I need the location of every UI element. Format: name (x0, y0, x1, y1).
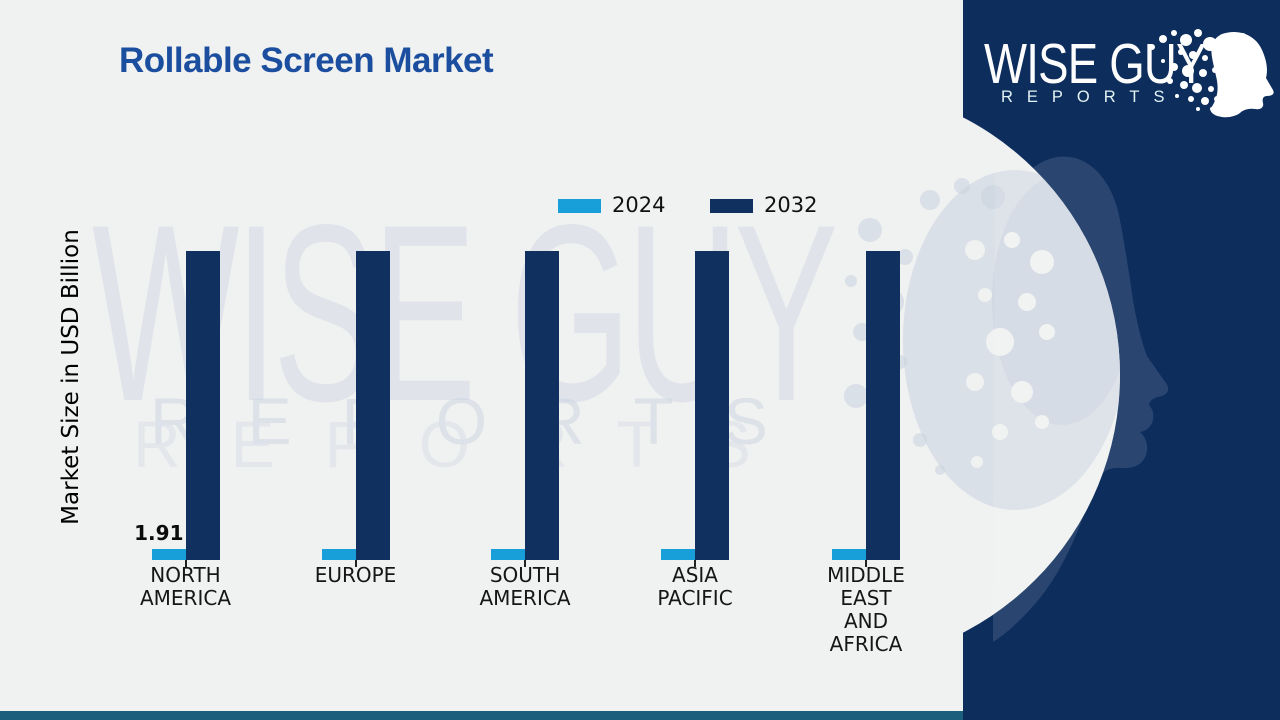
watermark-reports-back: REPORTS (150, 384, 818, 458)
bar-2032-south-america (525, 251, 559, 560)
watermark-reports-front: REPORTS (133, 407, 801, 481)
x-axis-tick-middle-east-and-africa (865, 560, 867, 567)
x-axis-tick-north-america (184, 560, 187, 567)
x-axis-tick-south-america (524, 560, 526, 567)
legend-swatch-2032 (710, 199, 753, 213)
legend-swatch-2024 (558, 199, 601, 213)
logo-subtitle: REPORTS (1001, 88, 1179, 106)
bottom-accent-bar (0, 711, 1280, 720)
bar-2024-europe (321, 549, 356, 560)
bar-2032-middle-east-and-africa (866, 251, 900, 560)
x-axis-label-europe: EUROPE (314, 563, 397, 587)
x-axis-label-south-america: SOUTH AMERICA (479, 563, 571, 610)
x-axis-label-asia-pacific: ASIA PACIFIC (657, 563, 733, 610)
bar-2024-south-america (491, 549, 525, 560)
y-axis-label: Market Size in USD Billion (58, 229, 84, 525)
bar-2024-north-america (151, 549, 186, 560)
bar-value-label-2024: 1.91 (134, 521, 184, 545)
page-title: Rollable Screen Market (119, 41, 494, 80)
bar-2024-asia-pacific (661, 549, 695, 560)
x-axis-tick-asia-pacific (694, 560, 696, 567)
bar-2032-europe (355, 251, 390, 560)
bar-2032-north-america (185, 251, 220, 560)
x-axis-label-north-america: NORTH AMERICA (139, 563, 231, 610)
legend-label-2024: 2024 (612, 193, 666, 217)
legend-label-2032: 2032 (764, 193, 818, 217)
bar-2024-middle-east-and-africa (832, 549, 866, 560)
bar-2032-asia-pacific (695, 251, 729, 560)
x-axis-label-middle-east-and-africa: MIDDLE EAST AND AFRICA (827, 563, 905, 656)
face-profile-dots-icon (1149, 29, 1274, 118)
x-axis-tick-europe (354, 560, 357, 567)
